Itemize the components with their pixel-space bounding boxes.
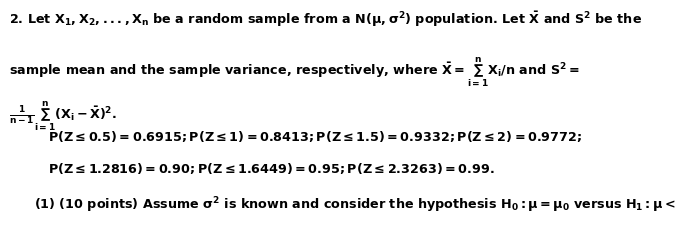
Text: sample mean and the sample variance, respectively, where $\mathbf{\bar{X} = \sum: sample mean and the sample variance, res… [9,54,580,88]
Text: $\mathbf{P(Z \leq 0.5) = 0.6915; P(Z \leq 1) = 0.8413; P(Z \leq 1.5) = 0.9332; P: $\mathbf{P(Z \leq 0.5) = 0.6915; P(Z \le… [48,128,582,143]
Text: (1) (10 points) Assume $\mathbf{\sigma^2}$ is known and consider the hypothesis : (1) (10 points) Assume $\mathbf{\sigma^2… [34,194,676,214]
Text: $\mathbf{P(Z \leq 1.2816) = 0.90; P(Z \leq 1.6449) = 0.95; P(Z \leq 2.3263) = 0.: $\mathbf{P(Z \leq 1.2816) = 0.90; P(Z \l… [48,160,494,175]
Text: $\mathbf{\frac{1}{n-1}\sum_{i=1}^{n}(X_i - \bar{X})^2}$.: $\mathbf{\frac{1}{n-1}\sum_{i=1}^{n}(X_i… [9,99,117,133]
Text: 2. Let $\mathbf{X_1, X_2, ..., X_n}$ be a random sample from a $\mathbf{N(\mu, \: 2. Let $\mathbf{X_1, X_2, ..., X_n}$ be … [9,10,642,29]
Text: $\mathbf{\mu_0}$. The decision rule is to reject $\mathbf{H_0}$ if $\mathbf{\fra: $\mathbf{\mu_0}$. The decision rule is t… [48,226,666,227]
